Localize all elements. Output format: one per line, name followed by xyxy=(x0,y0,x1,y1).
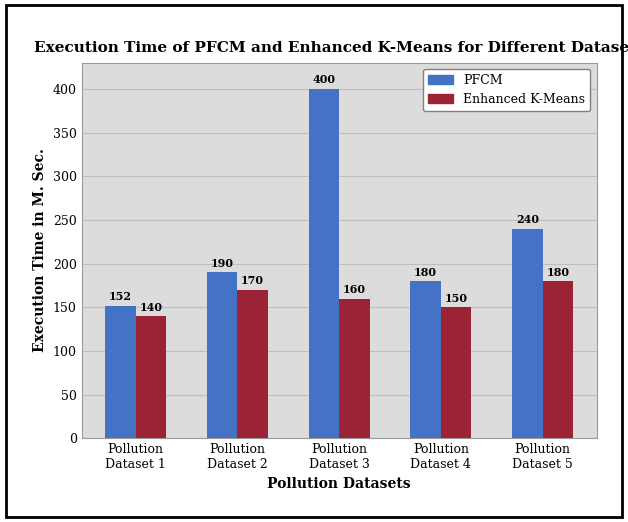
Text: 240: 240 xyxy=(516,214,539,225)
Bar xyxy=(237,290,268,438)
Text: 170: 170 xyxy=(241,276,264,287)
X-axis label: Pollution Datasets: Pollution Datasets xyxy=(268,477,411,491)
Text: 180: 180 xyxy=(414,267,437,278)
Text: 152: 152 xyxy=(109,291,132,302)
Bar xyxy=(339,299,370,438)
Text: 150: 150 xyxy=(445,293,468,304)
Bar xyxy=(136,316,166,438)
Text: 400: 400 xyxy=(312,74,335,86)
Text: 140: 140 xyxy=(139,302,163,313)
Title: Execution Time of PFCM and Enhanced K-Means for Different Datasets: Execution Time of PFCM and Enhanced K-Me… xyxy=(34,41,628,54)
Bar xyxy=(207,272,237,438)
Bar xyxy=(308,89,339,438)
Bar xyxy=(410,281,441,438)
Text: 190: 190 xyxy=(210,258,234,269)
Y-axis label: Execution Time in M. Sec.: Execution Time in M. Sec. xyxy=(33,149,47,352)
Bar xyxy=(543,281,573,438)
Bar xyxy=(441,307,472,438)
Bar xyxy=(105,305,136,438)
Text: 160: 160 xyxy=(343,284,366,295)
Text: 180: 180 xyxy=(546,267,570,278)
Legend: PFCM, Enhanced K-Means: PFCM, Enhanced K-Means xyxy=(423,69,590,111)
Bar xyxy=(512,229,543,438)
